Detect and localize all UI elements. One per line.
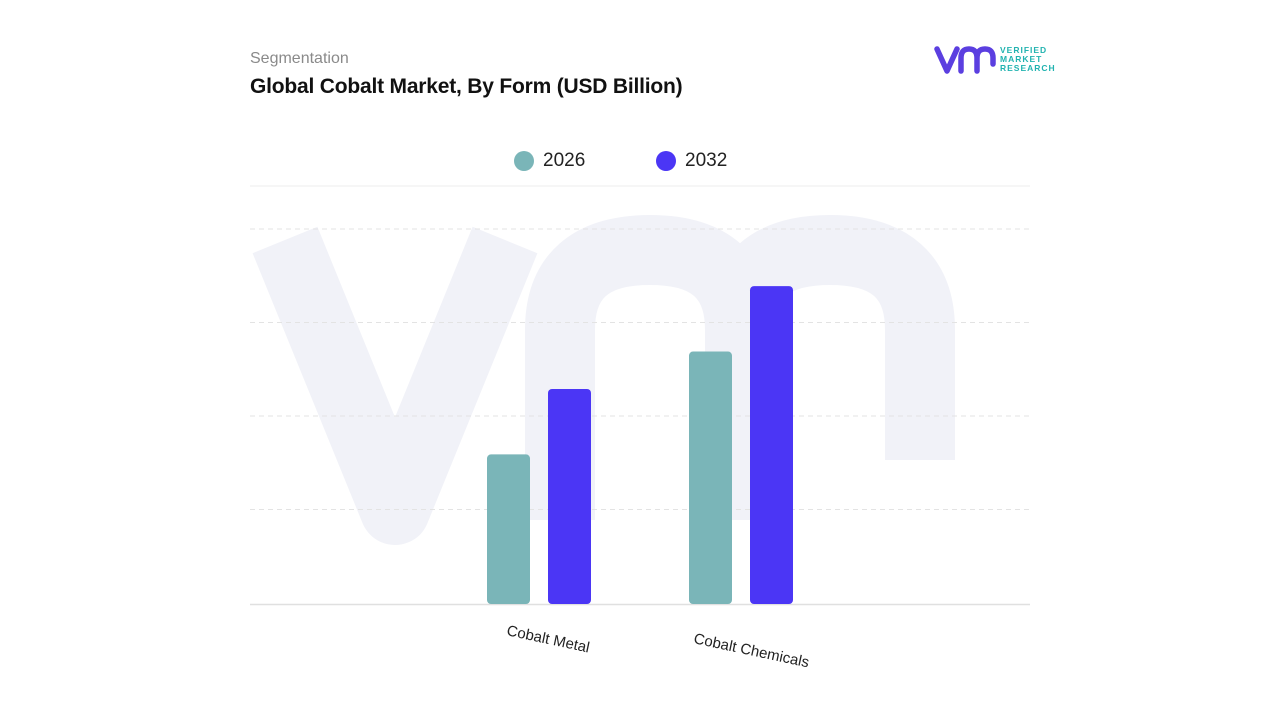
- bars: [487, 286, 793, 604]
- bar-cobalt-metal-2026: [487, 454, 530, 604]
- legend-label-2032: 2032: [685, 150, 728, 171]
- logo-line-2: MARKET: [1000, 54, 1043, 64]
- legend-swatch-2026: [514, 151, 534, 171]
- legend-item-2026: 2026: [514, 148, 585, 174]
- brand-logo: VERIFIED MARKET RESEARCH: [934, 44, 1064, 76]
- bar-cobalt-metal-2032: [548, 388, 591, 604]
- x-tick-label: Cobalt Chemicals: [692, 630, 811, 671]
- legend-swatch-2032: [656, 151, 676, 171]
- logo-line-3: RESEARCH: [1000, 63, 1056, 73]
- legend-label-2026: 2026: [543, 150, 586, 171]
- chart-subtitle: Segmentation: [250, 50, 349, 67]
- chart-title: Global Cobalt Market, By Form (USD Billi…: [250, 75, 683, 98]
- gridlines: [250, 185, 1030, 606]
- logo-line-1: VERIFIED: [1000, 45, 1048, 55]
- chart-legend: 2026 2032: [0, 148, 1280, 176]
- logo-wordmark: VERIFIED MARKET RESEARCH: [1000, 46, 1056, 73]
- bar-cobalt-chemicals-2026: [689, 351, 732, 604]
- legend-item-2032: 2032: [656, 148, 727, 174]
- x-tick-label: Cobalt Metal: [505, 622, 591, 656]
- vmr-logo-icon: [934, 46, 996, 74]
- bar-cobalt-chemicals-2032: [750, 286, 793, 604]
- x-tick-labels: Cobalt Metal Cobalt Chemicals: [505, 622, 811, 671]
- watermark: [252, 214, 955, 545]
